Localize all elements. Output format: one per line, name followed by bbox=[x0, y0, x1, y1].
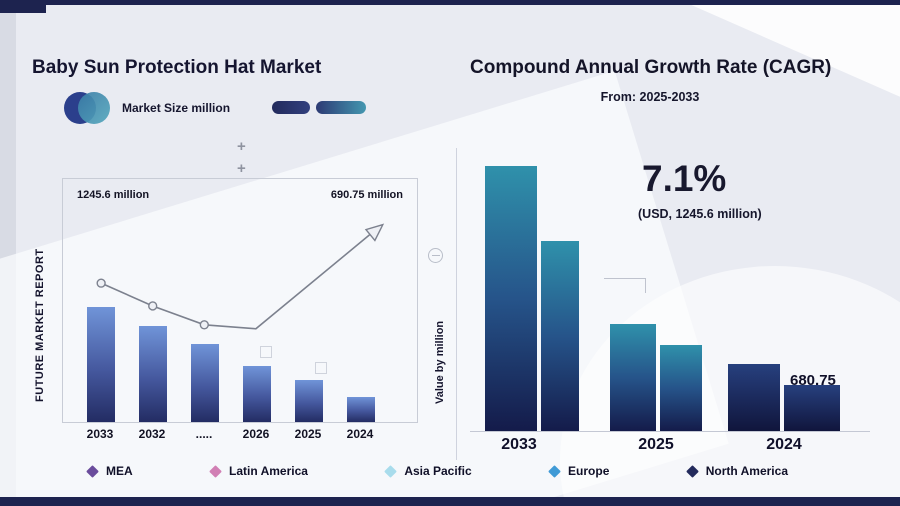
cagr-detail: (USD, 1245.6 million) bbox=[638, 207, 762, 221]
cagr-value: 7.1% bbox=[642, 158, 727, 199]
max-value-annotation: 1245.6 million bbox=[77, 189, 150, 201]
cagr-chart: 2033 2025 2024 bbox=[470, 162, 870, 453]
square-decoration bbox=[315, 362, 327, 374]
top-left-navy-corner bbox=[0, 0, 46, 13]
region-legend: MEA Latin America Asia Pacific Europe North … bbox=[86, 464, 788, 478]
legend-label: Asia Pacific bbox=[404, 464, 472, 478]
market-bar-2032 bbox=[139, 326, 167, 422]
x-label-2032: 2032 bbox=[138, 427, 166, 441]
market-bar-2033 bbox=[87, 307, 115, 422]
circle-decoration bbox=[428, 248, 443, 263]
diamond-icon bbox=[685, 464, 699, 478]
x-label-2024: 2024 bbox=[346, 427, 374, 441]
legend-item-asia-pacific: Asia Pacific bbox=[384, 464, 472, 478]
x-label-2033: 2033 bbox=[86, 427, 114, 441]
market-bar-2024 bbox=[347, 397, 375, 422]
min-value-annotation: 690.75 million bbox=[330, 189, 403, 201]
x-label-2025: 2025 bbox=[294, 427, 322, 441]
square-decoration bbox=[260, 346, 272, 358]
sphere-teal-circle bbox=[78, 92, 110, 124]
x-label-2026: 2026 bbox=[242, 427, 270, 441]
legend-item-europe: Europe bbox=[548, 464, 610, 478]
diamond-icon bbox=[209, 464, 222, 478]
market-x-axis: 2033 2032..... 2026 2025 2024 bbox=[62, 427, 418, 445]
market-size-label: Market Size million bbox=[122, 101, 231, 115]
legend-item-mea: MEA bbox=[86, 464, 133, 478]
legend-label: North America bbox=[705, 464, 788, 478]
diamond-icon bbox=[548, 464, 561, 478]
future-market-report-label: FUTURE MARKET REPORT bbox=[34, 248, 46, 402]
cagr-bar-2024 bbox=[728, 364, 780, 431]
value-axis-label: Value by million bbox=[434, 320, 446, 404]
step-line-decoration bbox=[604, 278, 646, 293]
market-bar-..... bbox=[191, 344, 219, 422]
bottom-navy-strip bbox=[0, 497, 900, 506]
legend-label: Latin America bbox=[229, 464, 308, 478]
cagr-bar-2024 bbox=[784, 385, 840, 431]
vertical-divider bbox=[456, 148, 457, 460]
market-bar-2025 bbox=[295, 380, 323, 422]
market-bar-2026 bbox=[243, 366, 271, 422]
plus-decoration: + bbox=[237, 160, 246, 177]
cagr-period: From: 2025-2033 bbox=[600, 90, 700, 104]
x-label-2033: 2033 bbox=[501, 436, 537, 453]
x-label-2025: 2025 bbox=[638, 436, 674, 453]
diamond-icon bbox=[384, 464, 398, 478]
left-chart-title: Baby Sun Protection Hat Market bbox=[32, 57, 322, 78]
cagr-bar-2025 bbox=[610, 324, 656, 431]
legend-item-north-america: North America bbox=[685, 464, 788, 478]
cagr-title: Compound Annual Growth Rate (CAGR) bbox=[470, 57, 832, 78]
x-label-.....: ..... bbox=[195, 427, 213, 441]
legend-label: MEA bbox=[106, 464, 133, 478]
top-navy-strip bbox=[0, 0, 900, 5]
pill-decoration-dark bbox=[272, 101, 310, 114]
cagr-bar-2033 bbox=[541, 241, 579, 431]
trend-arrow bbox=[96, 223, 385, 330]
legend-label: Europe bbox=[568, 464, 610, 478]
cagr-bar-2033 bbox=[485, 166, 537, 431]
pill-decoration-teal bbox=[316, 101, 366, 114]
plus-decoration: + bbox=[237, 138, 246, 155]
market-size-chart: 1245.6 million 690.75 million bbox=[62, 178, 418, 423]
cagr-bar-2025 bbox=[660, 345, 702, 431]
diamond-icon bbox=[86, 464, 99, 478]
legend-item-latin-america: Latin America bbox=[209, 464, 308, 478]
end-value-label: 680.75 bbox=[790, 372, 836, 389]
sphere-icon bbox=[62, 90, 114, 126]
x-label-2024: 2024 bbox=[766, 436, 802, 453]
market-size-legend: Market Size million bbox=[62, 90, 230, 126]
